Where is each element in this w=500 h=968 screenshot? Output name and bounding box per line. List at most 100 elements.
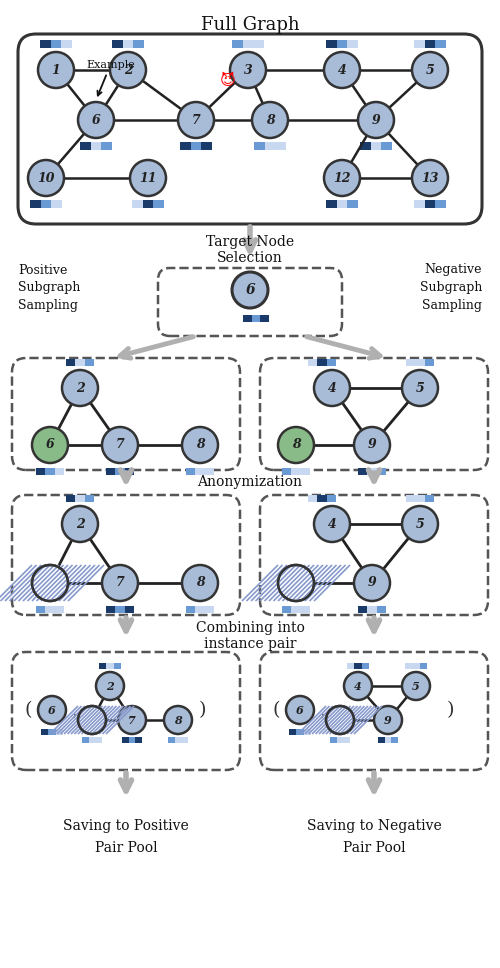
Bar (40, 200, 52, 208)
Bar (154, 200, 164, 208)
Bar (82, 737, 88, 743)
Bar (289, 729, 296, 735)
Bar (136, 737, 142, 743)
Bar (202, 142, 212, 150)
Bar (243, 315, 252, 321)
Bar (46, 606, 54, 613)
Circle shape (354, 427, 390, 463)
Bar (360, 142, 370, 150)
Bar (174, 737, 182, 743)
Bar (128, 737, 136, 743)
Bar (30, 200, 40, 208)
Text: (: ( (272, 701, 280, 719)
Text: Pair Pool: Pair Pool (94, 841, 158, 855)
Bar (384, 737, 392, 743)
Bar (406, 358, 415, 366)
Bar (354, 663, 362, 669)
FancyBboxPatch shape (12, 652, 240, 770)
Bar (186, 606, 196, 613)
Circle shape (402, 672, 430, 700)
Bar (296, 729, 304, 735)
Text: (: ( (24, 701, 32, 719)
Text: 5: 5 (412, 681, 420, 691)
Bar (80, 142, 90, 150)
Text: 6: 6 (48, 705, 56, 715)
FancyBboxPatch shape (18, 34, 482, 224)
Circle shape (110, 52, 146, 88)
Text: Pair Pool: Pair Pool (342, 841, 406, 855)
Bar (318, 358, 326, 366)
Circle shape (278, 565, 314, 601)
Bar (348, 200, 358, 208)
Bar (54, 468, 64, 474)
Bar (106, 663, 114, 669)
Text: 8: 8 (266, 113, 274, 127)
Circle shape (326, 706, 354, 734)
Circle shape (102, 565, 138, 601)
Bar (348, 40, 358, 48)
Bar (50, 40, 62, 48)
Bar (54, 606, 64, 613)
Circle shape (374, 706, 402, 734)
Bar (264, 142, 276, 150)
Text: Negative
Subgraph
Sampling: Negative Subgraph Sampling (420, 263, 482, 313)
Circle shape (324, 52, 360, 88)
Circle shape (278, 427, 314, 463)
Bar (282, 606, 292, 613)
Circle shape (412, 160, 448, 196)
Bar (122, 737, 128, 743)
FancyBboxPatch shape (260, 495, 488, 615)
Bar (41, 729, 48, 735)
Bar (420, 663, 427, 669)
Bar (124, 606, 134, 613)
Bar (99, 663, 106, 669)
Circle shape (178, 102, 214, 138)
Circle shape (118, 706, 146, 734)
Text: 8: 8 (292, 439, 300, 451)
Text: 5: 5 (416, 518, 424, 530)
Bar (114, 663, 121, 669)
Text: 2: 2 (76, 381, 84, 395)
Bar (424, 200, 436, 208)
Bar (252, 315, 260, 321)
Bar (84, 358, 94, 366)
Bar (260, 315, 269, 321)
Bar (116, 606, 124, 613)
Bar (336, 737, 344, 743)
Bar (102, 142, 112, 150)
Circle shape (314, 506, 350, 542)
Circle shape (130, 160, 166, 196)
Circle shape (102, 427, 138, 463)
FancyBboxPatch shape (12, 495, 240, 615)
Text: 10: 10 (37, 171, 55, 185)
Text: 1: 1 (52, 64, 60, 76)
Circle shape (182, 427, 218, 463)
Circle shape (38, 696, 66, 724)
Text: 2: 2 (124, 64, 132, 76)
Bar (330, 737, 336, 743)
Bar (254, 40, 264, 48)
Text: 7: 7 (192, 113, 200, 127)
Text: 13: 13 (421, 171, 439, 185)
Bar (416, 358, 424, 366)
Text: 5: 5 (416, 381, 424, 395)
Bar (424, 40, 436, 48)
Text: 7: 7 (128, 714, 136, 725)
Bar (242, 40, 254, 48)
Bar (358, 468, 368, 474)
Text: 8: 8 (196, 439, 204, 451)
Bar (347, 663, 354, 669)
Text: Combining into: Combining into (196, 621, 304, 635)
Circle shape (78, 706, 106, 734)
Text: 8: 8 (174, 714, 182, 725)
Text: ,: , (71, 701, 77, 719)
Bar (414, 200, 424, 208)
Circle shape (358, 102, 394, 138)
Bar (412, 663, 420, 669)
Bar (378, 737, 384, 743)
Bar (392, 737, 398, 743)
Circle shape (96, 672, 124, 700)
Bar (46, 468, 54, 474)
Text: Anonymization: Anonymization (198, 475, 302, 489)
Bar (368, 468, 376, 474)
